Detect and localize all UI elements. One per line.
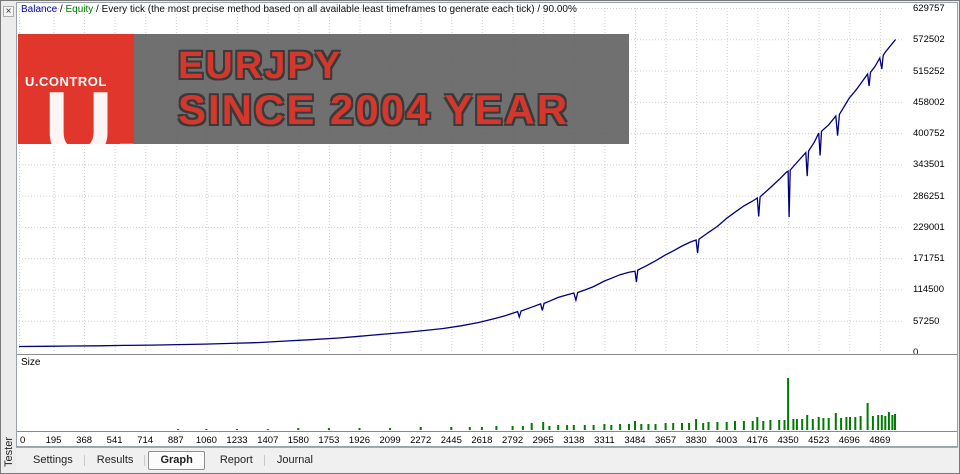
y-axis-label: 572502 [913, 34, 945, 46]
promo-banner: U. U.CONTROL EURJPY SINCE 2004 YEAR [18, 34, 629, 144]
x-axis-row: 0 195 368 541 714 887 1060 1233 1407 1580 1753 1926… [17, 431, 957, 446]
y-axis-label: 629757 [913, 3, 945, 14]
y-axis-label: 171751 [913, 253, 945, 265]
x-axis-label: 3311 [594, 435, 615, 446]
ucontrol-logo: U. U.CONTROL [18, 34, 134, 144]
y-axis-label: 400752 [913, 128, 945, 140]
x-axis-label: 1060 [195, 435, 217, 446]
x-axis-label: 4003 [716, 435, 738, 446]
x-axis-label: 2965 [532, 435, 554, 446]
y-axis-label: 57250 [913, 315, 940, 327]
header-description: / Every tick (the most precise method ba… [93, 4, 577, 15]
tab-journal[interactable]: Journal [276, 453, 313, 466]
header-separator: / [57, 4, 66, 15]
x-axis-label: 3657 [655, 435, 677, 446]
tab-results[interactable]: Results [85, 451, 146, 470]
graph-tab-content: Balance / Equity / Every tick (the most … [16, 2, 958, 472]
tester-tabs: Settings Results Graph Report Journal [16, 447, 958, 472]
x-axis-label: 2792 [502, 435, 524, 446]
y-axis-label: 0 [913, 347, 919, 358]
x-axis-label: 4696 [838, 435, 860, 446]
banner-subtitle: SINCE 2004 YEAR [178, 86, 570, 134]
y-axis-label: 458002 [913, 96, 945, 108]
equity-legend-label: Equity [65, 4, 94, 15]
x-axis-label: 1233 [226, 435, 248, 446]
x-axis-label: 1753 [318, 435, 340, 446]
x-axis-label: 3830 [685, 435, 707, 446]
size-panel-label: Size [21, 357, 41, 368]
size-panel: Size [17, 354, 957, 431]
close-button[interactable]: × [3, 6, 14, 17]
x-axis-label: 4869 [869, 435, 891, 446]
y-axis-label: 114500 [913, 284, 944, 296]
y-axis-label: 515252 [913, 65, 945, 77]
chart-header: Balance / Equity / Every tick (the most … [21, 4, 577, 15]
x-axis-label: 887 [167, 435, 184, 446]
x-axis-label: 3484 [624, 435, 646, 446]
logo-u-glyph: U. [44, 72, 134, 145]
x-axis-label: 4176 [746, 435, 768, 446]
x-axis-label: 0 [20, 435, 26, 446]
y-axis-label: 343501 [913, 159, 945, 171]
x-axis-label: 195 [45, 435, 62, 446]
banner-text: EURJPY SINCE 2004 YEAR [134, 34, 629, 144]
lot-size-bars-chart [177, 378, 896, 430]
x-axis-label: 3138 [563, 435, 585, 446]
banner-symbol: EURJPY [178, 45, 343, 87]
x-axis-label: 2099 [379, 435, 401, 446]
x-axis-label: 4523 [808, 435, 830, 446]
logo-name: U.CONTROL [25, 74, 107, 89]
x-axis-label: 4350 [777, 435, 799, 446]
tab-graph[interactable]: Graph [148, 450, 205, 470]
balance-chart-region: Balance / Equity / Every tick (the most … [16, 2, 958, 447]
y-axis-label: 286251 [913, 190, 945, 202]
x-axis-label: 1407 [257, 435, 279, 446]
y-axis-label: 229001 [913, 221, 945, 233]
tab-report[interactable]: Report [208, 451, 265, 470]
x-axis-label: 1580 [287, 435, 309, 446]
x-axis-label: 2618 [471, 435, 493, 446]
x-axis-label: 368 [76, 435, 93, 446]
x-axis-label: 714 [137, 435, 154, 446]
x-axis-label: 541 [106, 435, 123, 446]
x-axis-label: 1926 [348, 435, 371, 446]
tab-settings[interactable]: Settings [21, 451, 85, 470]
x-axis-label: 2272 [410, 435, 432, 446]
tester-panel-title: Tester [3, 437, 15, 467]
x-axis-labels: 0 195 368 541 714 887 1060 1233 1407 1580 1753 1926… [19, 435, 903, 446]
tester-sidebar: × Tester [2, 2, 16, 472]
balance-legend-label: Balance [21, 4, 58, 15]
x-axis-label: 2445 [440, 435, 462, 446]
y-axis-labels: 629757 572502 515252 458002 400752 343501 2862… [907, 3, 957, 358]
